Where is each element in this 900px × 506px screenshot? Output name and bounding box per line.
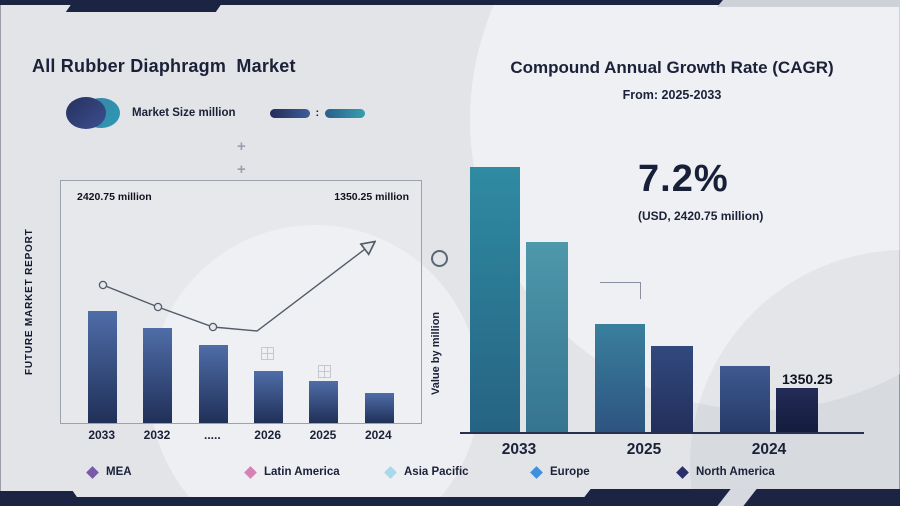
annotation-min-value: 1350.25 million [334,191,409,203]
series-b-bar-2025 [651,346,693,432]
top-left-wedge [65,0,225,12]
bar-slot-5 [352,393,407,423]
legend-diamond-icon [384,465,397,479]
navy-pill-icon [269,108,310,118]
circle-decor-icon [431,250,448,267]
plus-decor: + [237,138,246,155]
market-size-bar-4 [309,381,339,423]
annotation-max-value: 2420.75 million [77,191,152,203]
grid-square-icon [261,347,274,360]
grid-square-icon [318,365,331,378]
teal-pill-icon [325,108,366,118]
x-axis-line [460,432,864,434]
legend-diamond-icon [676,465,689,479]
cylinder-icon [66,97,120,129]
scale-pills: : [269,107,366,119]
cylinder-front-shape [66,97,106,129]
cagr-detail: (USD, 2420.75 million) [638,209,764,223]
bar-slot-0 [75,311,130,423]
market-size-bars [61,181,421,423]
legend-diamond-icon [244,465,257,479]
legend-item-mea: MEA [86,465,132,479]
cagr-title: Compound Annual Growth Rate (CAGR) [510,58,834,77]
bar-slot-3 [241,371,296,423]
right-y-axis-label: Value by million [430,311,442,396]
series-b-bar-2033 [526,242,568,432]
market-size-bar-2 [198,345,228,423]
x-label-0: 2033 [88,428,116,442]
bar-slot-2 [186,345,241,423]
top-edge-bar [0,0,900,5]
market-size-bar-0 [88,311,118,423]
bottom-left-wedge [0,491,84,506]
region-legend: MEA Latin America Asia Pacific Europe North … [0,464,900,490]
x-label-2033: 2033 [501,441,537,458]
market-size-chart: 2420.75 million 1350.25 million [60,180,422,424]
market-size-legend: Market Size million : [66,96,366,130]
value-annotation: 1350.25 [782,371,833,387]
bar-slot-1 [130,328,185,423]
cagr-value-block: 7.2% (USD, 2420.75 million) [638,158,763,223]
x-label-5: 2024 [364,428,392,442]
x-label-2024: 2024 [751,441,787,458]
bar-slot-4 [296,381,351,423]
bottom-edge-bar [0,497,900,506]
legend-label: Latin America [264,466,340,478]
pill-separator: : [315,107,320,119]
series-a-bar-2024 [720,366,770,432]
legend-item-latin-america: Latin America [244,465,340,479]
page-title: All Rubber Diaphragm Market [32,56,296,76]
cagr-percentage: 7.2% [638,158,729,200]
series-a-bar-2025 [595,324,645,432]
x-label-1: 2032 [143,428,171,442]
market-size-bar-5 [364,393,394,423]
legend-label: Asia Pacific [404,466,469,478]
step-line-decor [600,282,641,299]
cagr-bar-chart: 2033 2025 2024 [470,158,818,458]
x-label-3: 2026 [254,428,281,442]
x-label-4: 2025 [309,428,337,442]
x-label-2: ..... [203,428,221,442]
legend-item-asia-pacific: Asia Pacific [384,465,469,479]
legend-diamond-icon [530,465,543,479]
legend-item-europe: Europe [530,465,590,479]
x-axis-labels: 2033 2032..... 2026 2025 2024 [60,428,420,442]
legend-label: MEA [106,466,132,478]
market-size-bar-1 [143,328,173,423]
series-b-bar-2024 [776,388,818,432]
market-size-bar-3 [254,371,284,423]
bar-group-2033: 2033 [470,158,568,458]
legend-label: Europe [550,466,590,478]
cagr-subtitle: From: 2025-2033 [622,88,722,102]
top-right-wedge [717,0,900,7]
bar-group-2025: 2025 [595,158,693,458]
legend-label: North America [696,466,775,478]
legend-diamond-icon [86,465,99,479]
x-label-2025: 2025 [626,441,662,458]
series-a-bar-2033 [470,167,520,432]
bar-group-2024: 2024 [720,158,818,458]
watermark-label: FUTURE MARKET REPORT [24,228,35,376]
legend-item-north-america: North America [676,465,775,479]
plus-decor: + [237,161,246,178]
market-size-label: Market Size million [132,107,236,119]
